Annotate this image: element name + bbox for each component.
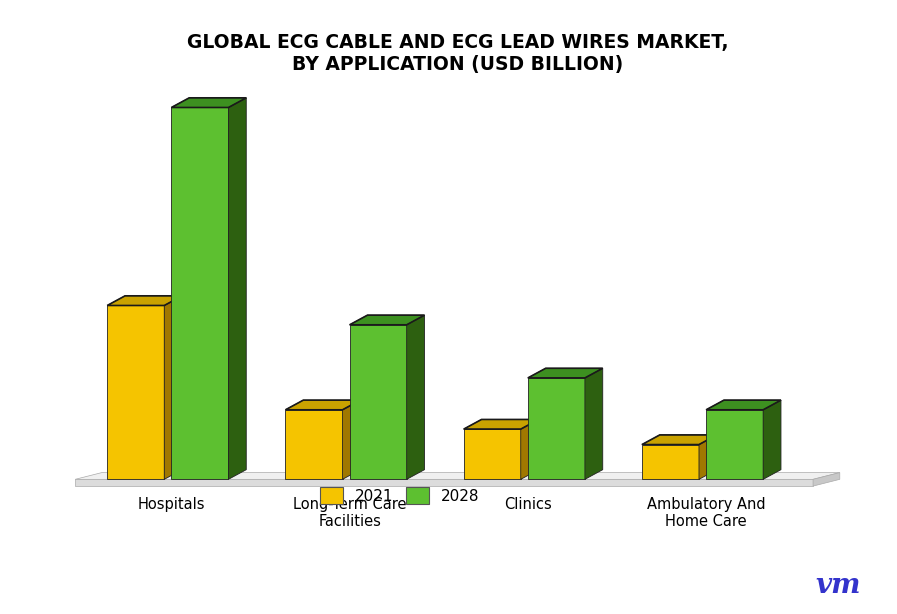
- Text: vm: vm: [815, 572, 861, 599]
- Polygon shape: [706, 400, 781, 410]
- Polygon shape: [108, 296, 182, 306]
- Polygon shape: [521, 419, 538, 480]
- Polygon shape: [171, 107, 229, 480]
- Polygon shape: [813, 473, 840, 486]
- Polygon shape: [527, 368, 603, 378]
- Polygon shape: [350, 315, 424, 325]
- Text: Clinics: Clinics: [504, 497, 552, 511]
- Polygon shape: [699, 435, 717, 480]
- Polygon shape: [350, 325, 406, 480]
- Polygon shape: [285, 400, 361, 410]
- Text: Hospitals: Hospitals: [137, 497, 205, 511]
- Polygon shape: [642, 435, 717, 445]
- Polygon shape: [285, 410, 343, 480]
- Polygon shape: [706, 410, 763, 480]
- Polygon shape: [164, 296, 182, 480]
- Legend: 2021, 2028: 2021, 2028: [316, 483, 484, 509]
- Polygon shape: [75, 473, 840, 480]
- Text: Ambulatory And
Home Care: Ambulatory And Home Care: [647, 497, 765, 529]
- Polygon shape: [763, 400, 781, 480]
- Polygon shape: [229, 98, 247, 480]
- Polygon shape: [171, 98, 247, 107]
- Polygon shape: [108, 306, 164, 480]
- Text: GLOBAL ECG CABLE AND ECG LEAD WIRES MARKET,
BY APPLICATION (USD BILLION): GLOBAL ECG CABLE AND ECG LEAD WIRES MARK…: [187, 33, 728, 74]
- Polygon shape: [75, 480, 813, 486]
- Polygon shape: [642, 445, 699, 480]
- Polygon shape: [406, 315, 424, 480]
- Polygon shape: [464, 429, 521, 480]
- Polygon shape: [585, 368, 603, 480]
- Polygon shape: [464, 419, 538, 429]
- Polygon shape: [527, 378, 585, 480]
- Polygon shape: [343, 400, 361, 480]
- Text: Long-Term Care
Facilities: Long-Term Care Facilities: [293, 497, 406, 529]
